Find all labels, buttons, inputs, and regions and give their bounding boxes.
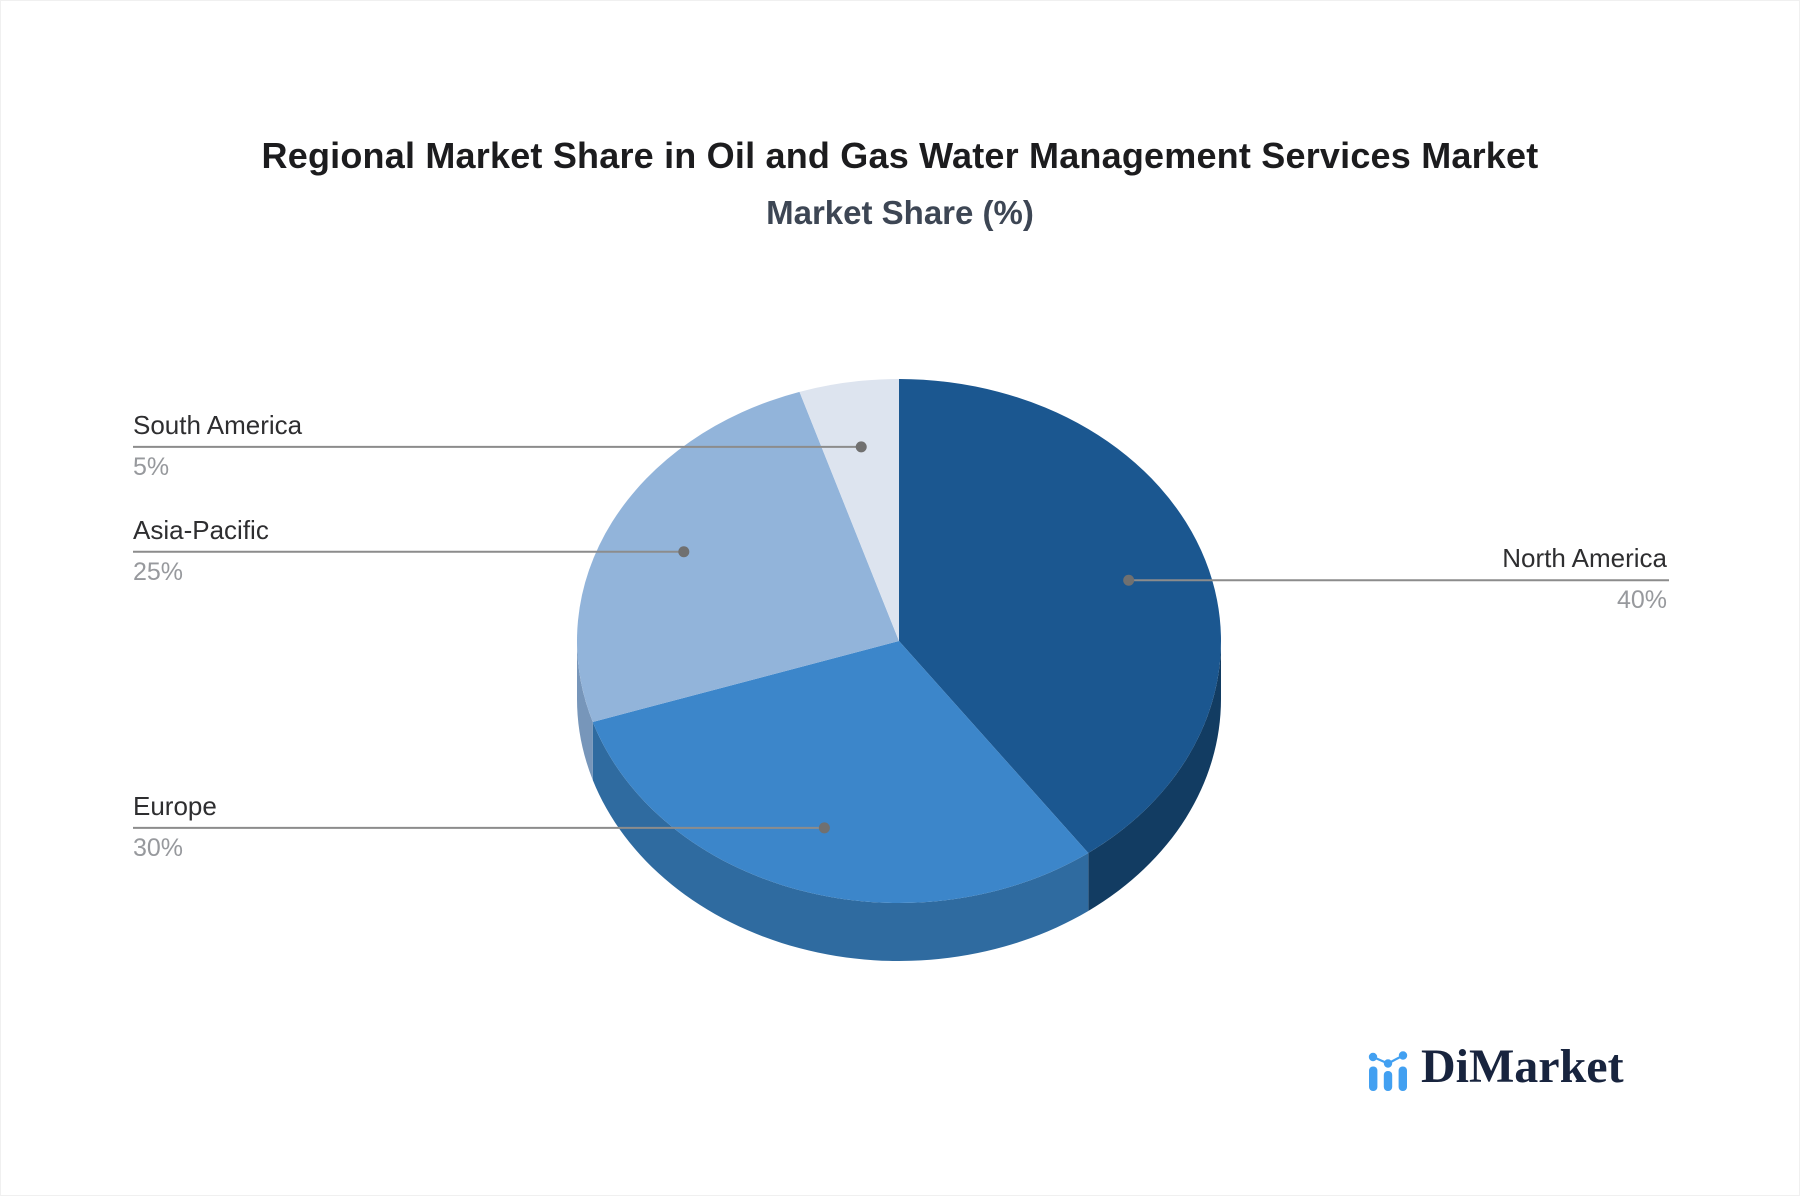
pie-slice-south-america[interactable] <box>799 379 900 641</box>
pie-slice-side-north-america <box>1088 641 1221 911</box>
pie-slice-europe[interactable] <box>592 641 1089 903</box>
leader-dot-europe <box>818 822 830 834</box>
pie-slice-side-europe <box>592 721 1089 961</box>
dimarket-logo: DiMarket <box>1367 1043 1624 1091</box>
leader-dot-asia-pacific <box>678 546 690 558</box>
logo-text: DiMarket <box>1421 1040 1624 1093</box>
pie-slice-north-america[interactable] <box>899 379 1221 853</box>
chart-subtitle: Market Share (%) <box>766 194 1034 231</box>
chart-title: Regional Market Share in Oil and Gas Wat… <box>261 135 1539 176</box>
leader-dot-south-america <box>855 441 867 453</box>
leader-dot-north-america <box>1123 574 1135 586</box>
bar-chart-logo-icon <box>1368 1051 1408 1091</box>
pie-slice-asia-pacific[interactable] <box>577 391 899 722</box>
pie-slice-side-asia-pacific <box>577 641 593 780</box>
